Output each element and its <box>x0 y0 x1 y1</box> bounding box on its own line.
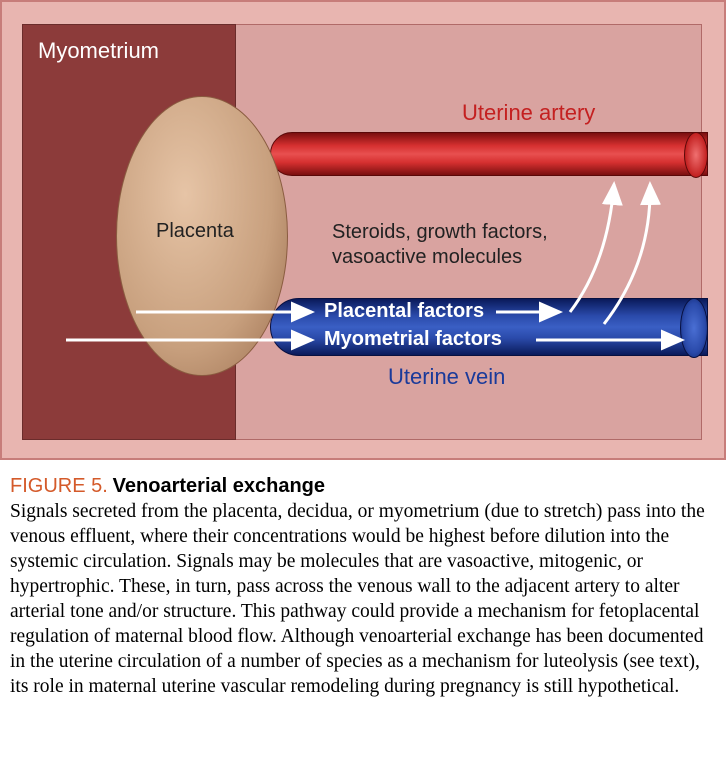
figure-title: Venoarterial exchange <box>113 475 325 497</box>
figure-body: Signals secreted from the placenta, deci… <box>10 501 705 697</box>
vein-text-myometrial: Myometrial factors <box>324 328 502 351</box>
uterine-artery <box>270 132 708 176</box>
figure-container: Myometrium Placenta Uterine artery Uteri… <box>0 0 726 710</box>
vein-end-cap <box>680 298 708 358</box>
figure-caption: FIGURE 5. Venoarterial exchange Signals … <box>0 460 726 710</box>
artery-end-cap <box>684 132 708 178</box>
vein-text-placental: Placental factors <box>324 300 484 323</box>
diagram: Myometrium Placenta Uterine artery Uteri… <box>0 0 726 460</box>
figure-label: FIGURE 5. <box>10 475 108 497</box>
middle-label: Steroids, growth factors,vasoactive mole… <box>332 220 548 270</box>
vein-label: Uterine vein <box>388 364 505 390</box>
myometrium-label: Myometrium <box>38 38 159 64</box>
artery-label: Uterine artery <box>462 100 595 126</box>
placenta-label: Placenta <box>156 220 234 243</box>
